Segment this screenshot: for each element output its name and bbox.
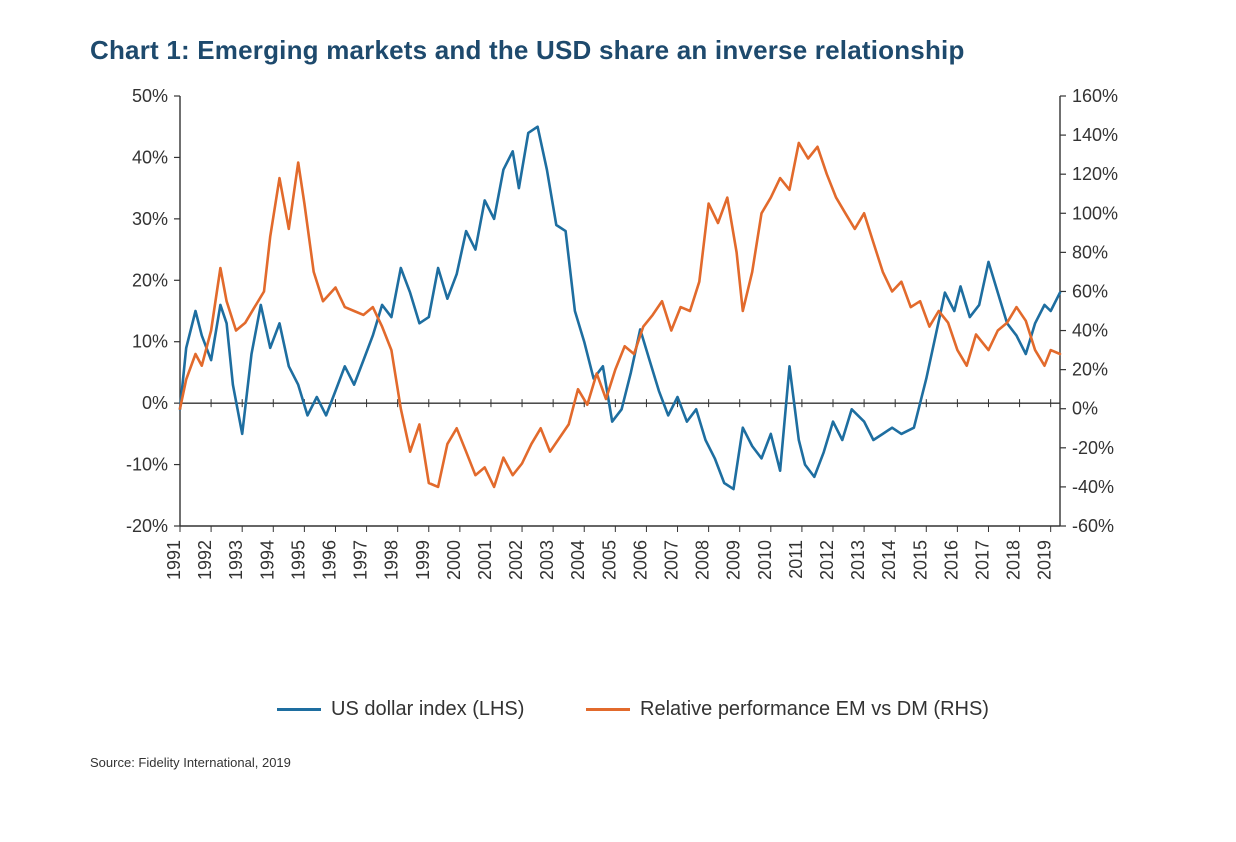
legend-item-em: Relative performance EM vs DM (RHS): [586, 698, 989, 721]
svg-text:2014: 2014: [879, 540, 899, 580]
svg-text:-20%: -20%: [1072, 438, 1114, 458]
svg-text:1995: 1995: [288, 540, 308, 580]
legend-label-em: Relative performance EM vs DM (RHS): [640, 698, 989, 721]
svg-text:120%: 120%: [1072, 164, 1118, 184]
chart-source: Source: Fidelity International, 2019: [90, 755, 1176, 770]
svg-text:1994: 1994: [257, 540, 277, 580]
chart-svg: -20% -10% 0% 10% 20% 30% 40% 50% -60% -40% -20% 0% 2…: [90, 86, 1150, 676]
svg-text:1992: 1992: [195, 540, 215, 580]
chart-title: Chart 1: Emerging markets and the USD sh…: [90, 35, 1176, 66]
svg-text:2008: 2008: [693, 540, 713, 580]
legend-swatch-em: [586, 708, 630, 711]
svg-text:-20%: -20%: [126, 516, 168, 536]
svg-text:0%: 0%: [142, 393, 168, 413]
svg-text:40%: 40%: [132, 147, 168, 167]
svg-text:2017: 2017: [972, 540, 992, 580]
svg-text:100%: 100%: [1072, 203, 1118, 223]
svg-text:2018: 2018: [1004, 540, 1024, 580]
svg-text:2013: 2013: [848, 540, 868, 580]
svg-text:2001: 2001: [475, 540, 495, 580]
svg-text:0%: 0%: [1072, 399, 1098, 419]
svg-text:50%: 50%: [132, 86, 168, 106]
svg-text:2000: 2000: [444, 540, 464, 580]
chart-legend: US dollar index (LHS) Relative performan…: [90, 694, 1176, 721]
svg-text:1996: 1996: [319, 540, 339, 580]
svg-text:-40%: -40%: [1072, 477, 1114, 497]
svg-text:1991: 1991: [164, 540, 184, 580]
chart-container: Chart 1: Emerging markets and the USD sh…: [0, 0, 1236, 842]
svg-text:80%: 80%: [1072, 242, 1108, 262]
svg-text:1998: 1998: [382, 540, 402, 580]
svg-text:2004: 2004: [568, 540, 588, 580]
svg-text:2005: 2005: [599, 540, 619, 580]
svg-text:2003: 2003: [537, 540, 557, 580]
svg-text:2007: 2007: [662, 540, 682, 580]
svg-text:2010: 2010: [755, 540, 775, 580]
svg-text:60%: 60%: [1072, 281, 1108, 301]
svg-text:1997: 1997: [351, 540, 371, 580]
svg-text:1999: 1999: [413, 540, 433, 580]
svg-text:2006: 2006: [630, 540, 650, 580]
legend-swatch-usd: [277, 708, 321, 711]
svg-text:2009: 2009: [724, 540, 744, 580]
svg-text:30%: 30%: [132, 209, 168, 229]
legend-item-usd: US dollar index (LHS): [277, 698, 524, 721]
svg-text:2015: 2015: [910, 540, 930, 580]
svg-text:1993: 1993: [226, 540, 246, 580]
svg-text:160%: 160%: [1072, 86, 1118, 106]
svg-text:20%: 20%: [1072, 360, 1108, 380]
svg-text:20%: 20%: [132, 270, 168, 290]
svg-text:-60%: -60%: [1072, 516, 1114, 536]
svg-text:40%: 40%: [1072, 321, 1108, 341]
chart-plot-area: -20% -10% 0% 10% 20% 30% 40% 50% -60% -40% -20% 0% 2…: [90, 86, 1150, 676]
legend-label-usd: US dollar index (LHS): [331, 698, 524, 721]
svg-text:2012: 2012: [817, 540, 837, 580]
svg-text:-10%: -10%: [126, 455, 168, 475]
svg-text:2019: 2019: [1035, 540, 1055, 580]
svg-text:10%: 10%: [132, 332, 168, 352]
svg-text:2016: 2016: [941, 540, 961, 580]
svg-text:2011: 2011: [786, 540, 806, 579]
svg-text:140%: 140%: [1072, 125, 1118, 145]
svg-text:2002: 2002: [506, 540, 526, 580]
